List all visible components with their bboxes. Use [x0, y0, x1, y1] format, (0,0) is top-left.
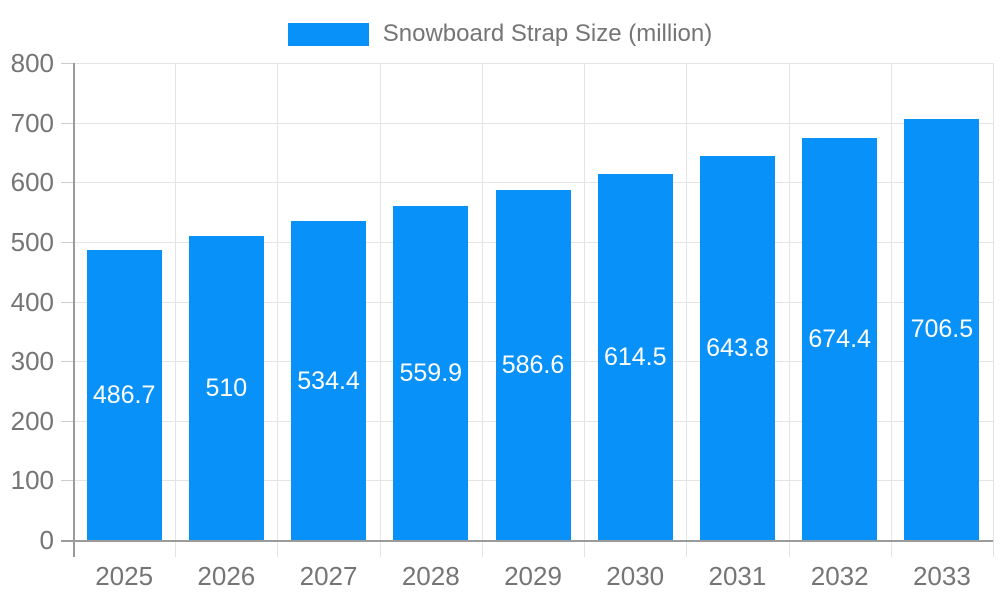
y-axis-tick [61, 480, 73, 482]
gridline-vertical [584, 63, 586, 557]
bar-value-label: 559.9 [399, 359, 463, 388]
bar-2025 [86, 249, 162, 540]
bar-value-label: 643.8 [706, 334, 769, 363]
gridline-horizontal [73, 63, 993, 64]
gridline-vertical [890, 63, 892, 557]
legend-label: Snowboard Strap Size (million) [382, 20, 713, 47]
y-axis-tick [61, 361, 73, 363]
bar-value-label: 614.5 [603, 342, 667, 371]
bar-2026 [188, 235, 264, 540]
gridline-vertical [175, 63, 177, 557]
bar-value-label: 706.5 [910, 315, 974, 344]
bar-2032 [802, 137, 878, 540]
y-tick-label: 500 [10, 226, 54, 257]
gridline-horizontal [73, 182, 993, 184]
bar-value-label: 674.4 [808, 324, 871, 353]
y-tick-label: 0 [39, 525, 54, 555]
y-tick-label: 300 [10, 346, 54, 377]
x-tick-label: 2033 [912, 561, 971, 591]
y-axis-tick [61, 301, 73, 303]
legend: Snowboard Strap Size (million) [0, 20, 1000, 48]
y-tick-label: 800 [10, 48, 54, 78]
y-axis-tick [61, 420, 73, 422]
bar-2031 [699, 156, 775, 540]
gridline-vertical [993, 63, 994, 557]
x-tick-label: 2026 [197, 561, 256, 591]
bar-2030 [597, 173, 673, 540]
x-tick-label: 2029 [504, 561, 562, 591]
gridline-vertical [788, 63, 790, 557]
gridline-vertical [277, 63, 279, 557]
y-axis-tick [61, 241, 73, 243]
gridline-vertical [379, 63, 381, 557]
gridline-horizontal [73, 122, 993, 124]
y-tick-label: 400 [10, 286, 54, 317]
y-axis-tick [61, 182, 73, 184]
bar-value-label: 586.6 [501, 351, 565, 380]
x-tick-label: 2031 [708, 561, 767, 591]
x-tick-label: 2028 [401, 561, 460, 591]
bar-value-label: 486.7 [92, 380, 156, 409]
y-axis-tick [61, 63, 73, 64]
y-tick-label: 700 [10, 107, 54, 138]
y-axis-line [73, 63, 75, 557]
y-tick-label: 600 [10, 167, 54, 198]
x-axis-line [61, 540, 993, 542]
bar-value-label: 510 [205, 373, 248, 402]
bar-2029 [495, 190, 571, 540]
gridline-vertical [481, 63, 483, 557]
bar-2027 [291, 221, 367, 540]
gridline-vertical [686, 63, 688, 557]
y-tick-label: 200 [10, 405, 54, 436]
x-tick-label: 2027 [299, 561, 358, 591]
bar-value-label: 534.4 [297, 366, 360, 395]
x-tick-label: 2032 [810, 561, 869, 591]
bar-2033 [904, 118, 980, 540]
x-tick-label: 2030 [606, 561, 665, 591]
y-axis-tick [61, 122, 73, 124]
legend-swatch [287, 22, 369, 46]
y-tick-label: 100 [10, 465, 54, 496]
x-tick-label: 2025 [95, 561, 154, 591]
bar-2028 [393, 206, 469, 540]
